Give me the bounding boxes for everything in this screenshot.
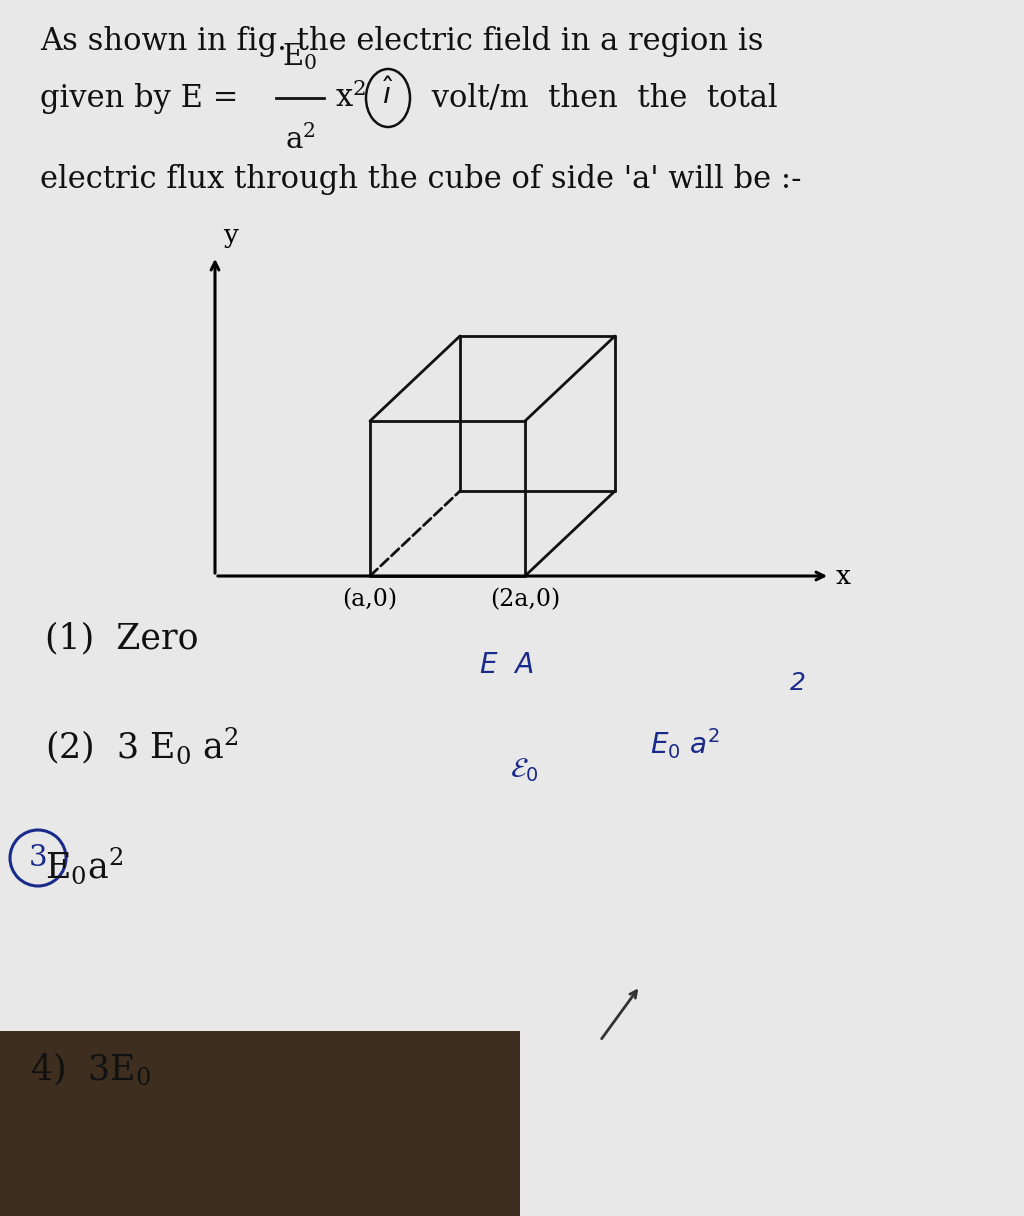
Text: As shown in fig. the electric field in a region is: As shown in fig. the electric field in a… [40, 26, 764, 57]
Text: 4)  3$\mathregular{E_0}$: 4) 3$\mathregular{E_0}$ [30, 1051, 152, 1088]
Text: E  A: E A [480, 651, 535, 679]
Polygon shape [0, 1031, 520, 1216]
Text: (1)  Zero: (1) Zero [45, 621, 199, 655]
Text: given by E =: given by E = [40, 83, 248, 113]
Text: x: x [836, 563, 851, 589]
Text: $\mathregular{a^2}$: $\mathregular{a^2}$ [285, 124, 315, 154]
Text: $\mathregular{E_0}$$\mathregular{a^2}$: $\mathregular{E_0}$$\mathregular{a^2}$ [45, 846, 123, 886]
Text: y: y [223, 223, 238, 248]
Text: $E_0$ $a^2$: $E_0$ $a^2$ [650, 726, 720, 761]
Text: (a,0): (a,0) [342, 589, 397, 610]
Text: $\mathregular{E_0}$: $\mathregular{E_0}$ [283, 41, 317, 72]
Text: $\hat{\imath}$: $\hat{\imath}$ [382, 78, 394, 109]
Text: (2)  3 $\mathregular{E_0}$ $\mathregular{a^2}$: (2) 3 $\mathregular{E_0}$ $\mathregular{… [45, 726, 239, 766]
Text: volt/m  then  the  total: volt/m then the total [422, 83, 777, 113]
Text: $\mathregular{x^2}$: $\mathregular{x^2}$ [335, 81, 366, 114]
Text: (2a,0): (2a,0) [489, 589, 560, 610]
Text: $\mathcal{E}_0$: $\mathcal{E}_0$ [510, 756, 539, 784]
Text: electric flux through the cube of side 'a' will be :-: electric flux through the cube of side '… [40, 164, 802, 195]
Text: 3: 3 [29, 844, 47, 872]
Text: 2: 2 [790, 671, 806, 696]
